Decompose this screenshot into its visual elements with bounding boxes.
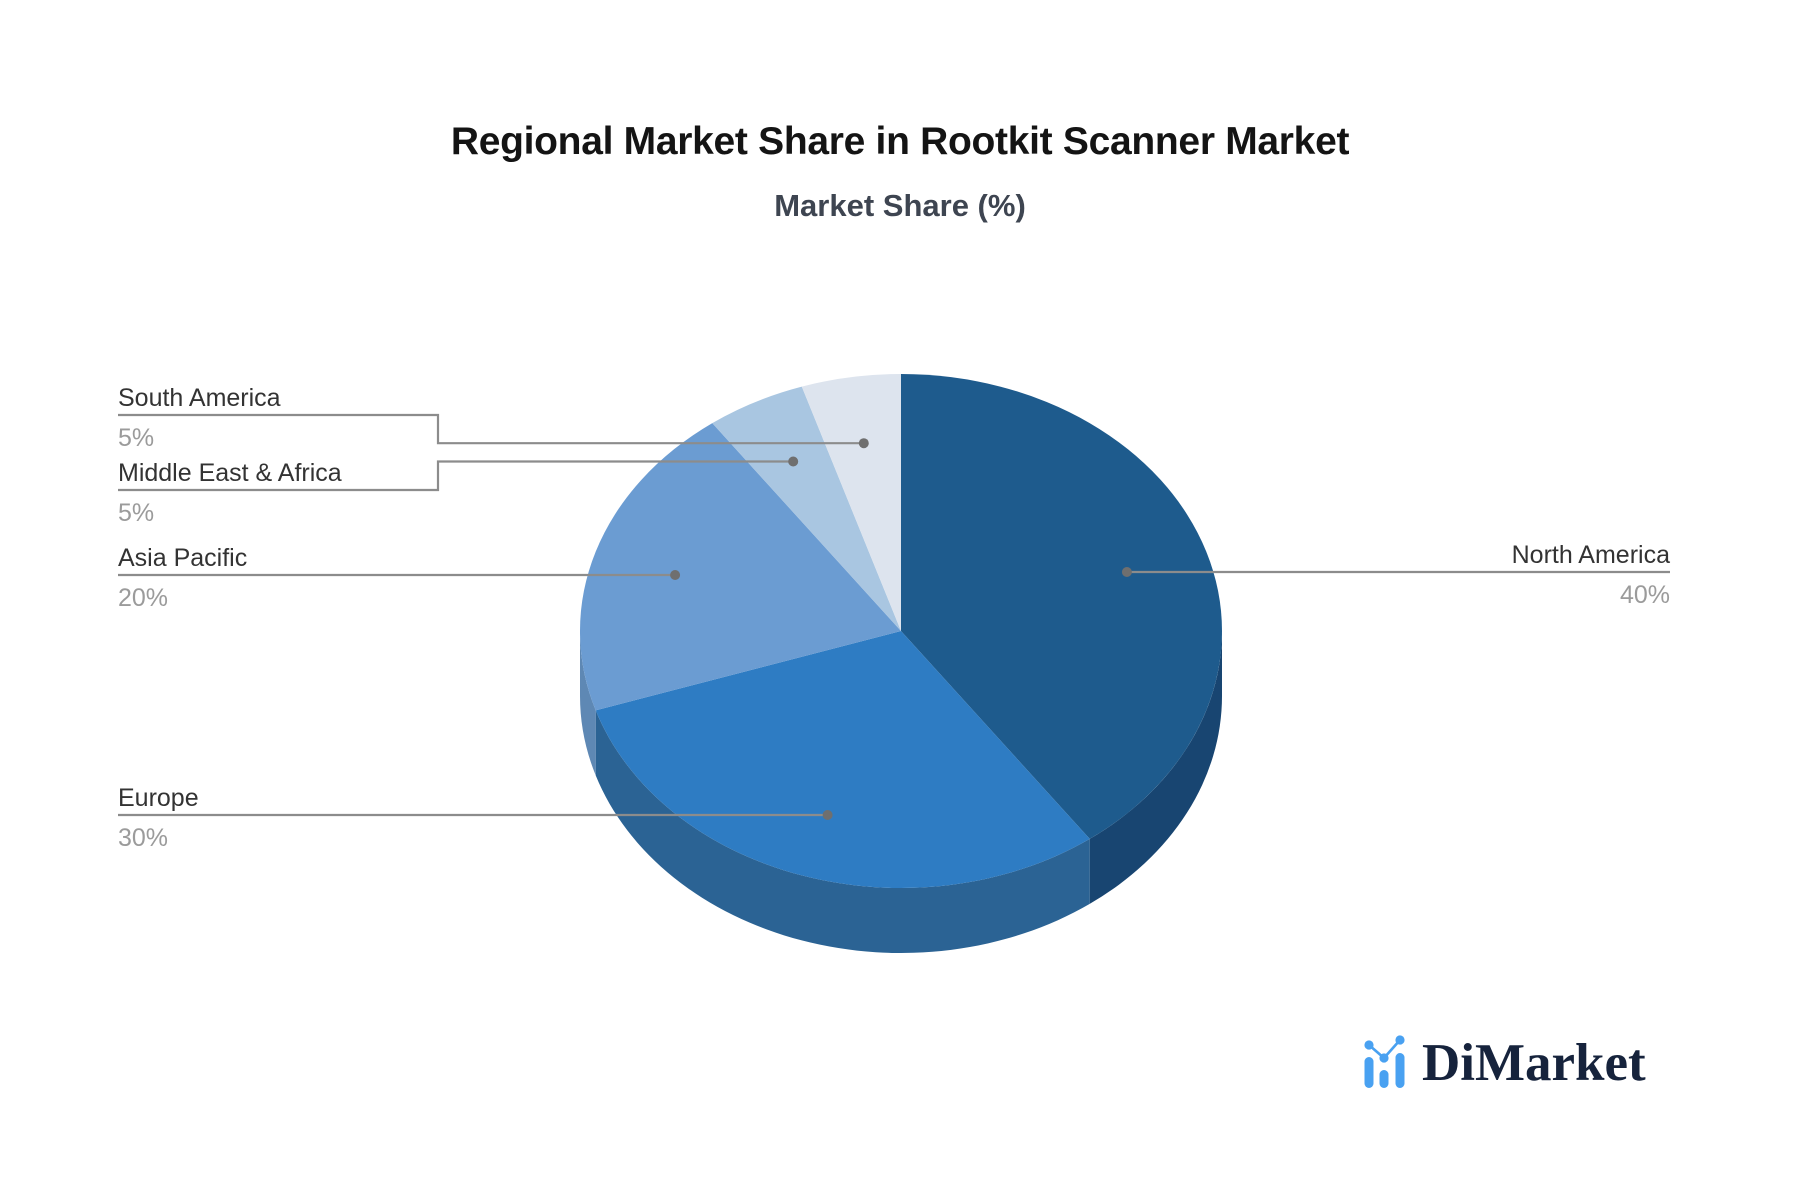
value-south-america: 5% (118, 424, 155, 452)
bar-chart-trend-icon (1364, 1035, 1405, 1088)
label-middle-east-africa: Middle East & Africa (118, 459, 342, 487)
label-europe: Europe (118, 784, 199, 812)
value-asia-pacific: 20% (118, 584, 169, 612)
pie-rim-europe (595, 710, 1090, 953)
leader-line-south-america (118, 413, 864, 445)
label-north-america: North America (1511, 541, 1670, 569)
pie-slice-asia-pacific (579, 423, 901, 711)
value-north-america: 40% (1619, 581, 1670, 609)
pie-slice-south-america (801, 374, 901, 631)
brand-name: DiMarket (1422, 1034, 1646, 1093)
label-asia-pacific: Asia Pacific (118, 544, 248, 572)
label-south-america: South America (118, 384, 281, 412)
leader-dot-middle-east-africa (788, 456, 799, 467)
leader-dot-asia-pacific (670, 570, 681, 580)
pie-rim-north-america (1089, 631, 1222, 904)
pie-rim-asia-pacific (580, 631, 596, 776)
pie-slice-north-america (901, 374, 1222, 839)
value-europe: 30% (118, 824, 169, 852)
brand-logo: DiMarket (1362, 1030, 1646, 1093)
pie-slice-europe (595, 631, 1090, 888)
chart-title: Regional Market Share in Rootkit Scanner… (450, 120, 1350, 163)
value-middle-east-africa: 5% (118, 499, 155, 527)
chart-subtitle: Market Share (%) (774, 188, 1026, 223)
pie-slice-middle-east-africa (712, 386, 901, 631)
leader-dot-north-america (1121, 567, 1132, 577)
leader-line-middle-east-africa (118, 460, 794, 492)
leader-dot-europe (822, 810, 833, 820)
leader-dot-south-america (858, 438, 869, 449)
